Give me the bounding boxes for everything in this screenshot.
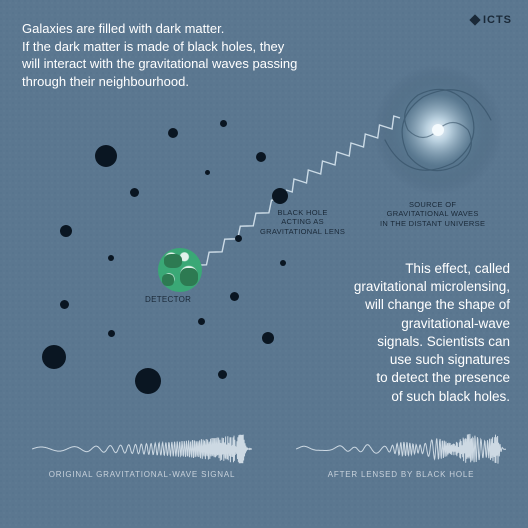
black-hole-dot [262, 332, 274, 344]
black-hole-dot [135, 368, 161, 394]
black-hole-dot [205, 170, 210, 175]
black-hole-dot [272, 188, 288, 204]
black-hole-dot [60, 225, 72, 237]
black-hole-dot [280, 260, 286, 266]
black-hole-dot [198, 318, 205, 325]
signal-original [32, 430, 252, 468]
black-hole-dot [60, 300, 69, 309]
signal-lensed [296, 430, 506, 468]
black-hole-dot [256, 152, 266, 162]
black-hole-dot [108, 330, 115, 337]
black-hole-dot [230, 292, 239, 301]
black-hole-dot [95, 145, 117, 167]
black-hole-dot [218, 370, 227, 379]
signal-lensed-label: AFTER LENSED BY BLACK HOLE [296, 470, 506, 479]
black-hole-dot [42, 345, 66, 369]
label-source: SOURCE OF GRAVITATIONAL WAVES IN THE DIS… [380, 200, 485, 228]
infographic-canvas: ICTS Galaxies are filled with dark matte [0, 0, 528, 528]
explanation-text: This effect, called gravitational microl… [310, 260, 510, 406]
black-hole-dot [220, 120, 227, 127]
signal-original-label: ORIGINAL GRAVITATIONAL-WAVE SIGNAL [32, 470, 252, 479]
label-detector: DETECTOR [145, 295, 191, 304]
label-black-hole: BLACK HOLE ACTING AS GRAVITATIONAL LENS [260, 208, 345, 236]
intro-text: Galaxies are filled with dark matter. If… [22, 20, 352, 90]
black-hole-dot [108, 255, 114, 261]
earth-detector [158, 248, 202, 292]
black-hole-dot [130, 188, 139, 197]
black-hole-dot [235, 235, 242, 242]
black-hole-dot [168, 128, 178, 138]
